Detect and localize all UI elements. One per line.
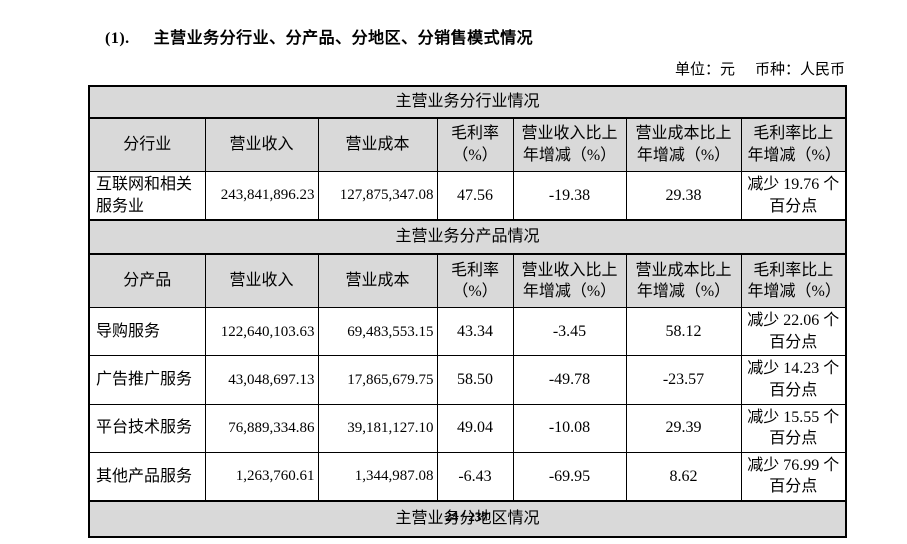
cell-cost: 17,865,679.75 xyxy=(317,355,438,405)
section-title-row-region: 主营业务分地区情况 xyxy=(88,499,847,538)
cell-margin-yoy: 减少 14.23 个百分点 xyxy=(740,355,847,405)
cell-gross-margin: 43.34 xyxy=(436,307,514,357)
cell-product-name: 其他产品服务 xyxy=(88,451,206,502)
column-header-gross-margin: 毛利率（%） xyxy=(436,253,514,309)
table-row-product-platform: 平台技术服务 76,889,334.86 39,181,127.10 49.04… xyxy=(88,403,847,453)
column-header-industry-name: 分行业 xyxy=(88,117,206,172)
unit-note: 单位：元 币种：人民币 xyxy=(88,58,845,79)
table-row-industry-internet: 互联网和相关服务业 243,841,896.23 127,875,347.08 … xyxy=(88,171,847,221)
cell-revenue: 1,263,760.61 xyxy=(204,451,319,502)
cell-revenue: 122,640,103.63 xyxy=(204,307,319,357)
section-title-row-product: 主营业务分产品情况 xyxy=(88,219,847,256)
column-header-cost-yoy: 营业成本比上年增减（%） xyxy=(625,253,742,309)
cell-product-name: 广告推广服务 xyxy=(88,355,206,405)
section-title-row-industry: 主营业务分行业情况 xyxy=(88,85,847,119)
column-header-gross-margin: 毛利率（%） xyxy=(436,117,514,172)
column-header-revenue: 营业收入 xyxy=(204,117,319,172)
cell-product-name: 平台技术服务 xyxy=(88,403,206,453)
product-header-row: 分产品 营业收入 营业成本 毛利率（%） 营业收入比上年增减（%） 营业成本比上… xyxy=(88,253,847,309)
section-title-region: 主营业务分地区情况 xyxy=(88,499,847,538)
industry-header-row: 分行业 营业收入 营业成本 毛利率（%） 营业收入比上年增减（%） 营业成本比上… xyxy=(88,117,847,172)
cell-cost: 69,483,553.15 xyxy=(317,307,438,357)
column-header-margin-yoy: 毛利率比上年增减（%） xyxy=(740,117,847,172)
cell-revenue-yoy: -69.95 xyxy=(512,451,627,502)
cell-revenue-yoy: -10.08 xyxy=(512,403,627,453)
section-title-industry: 主营业务分行业情况 xyxy=(88,85,847,119)
cell-revenue-yoy: -49.78 xyxy=(512,355,627,405)
cell-gross-margin: -6.43 xyxy=(436,451,514,502)
cell-cost: 1,344,987.08 xyxy=(317,451,438,502)
cell-cost-yoy: 58.12 xyxy=(625,307,742,357)
column-header-cost: 营业成本 xyxy=(317,117,438,172)
cell-cost-yoy: 29.38 xyxy=(625,171,742,221)
column-header-cost-yoy: 营业成本比上年增减（%） xyxy=(625,117,742,172)
cell-industry-name: 互联网和相关服务业 xyxy=(88,171,206,221)
cell-cost: 39,181,127.10 xyxy=(317,403,438,453)
cell-cost-yoy: 8.62 xyxy=(625,451,742,502)
cell-revenue-yoy: -3.45 xyxy=(512,307,627,357)
table-row-product-advertising: 广告推广服务 43,048,697.13 17,865,679.75 58.50… xyxy=(88,355,847,405)
table-row-product-other: 其他产品服务 1,263,760.61 1,344,987.08 -6.43 -… xyxy=(88,451,847,502)
column-header-product-name: 分产品 xyxy=(88,253,206,309)
main-business-table: 主营业务分行业情况 分行业 营业收入 营业成本 毛利率（%） 营业收入比上年增减… xyxy=(88,85,848,538)
cell-cost-yoy: 29.39 xyxy=(625,403,742,453)
cell-margin-yoy: 减少 76.99 个百分点 xyxy=(740,451,847,502)
section-heading: (1). 主营业务分行业、分产品、分地区、分销售模式情况 xyxy=(105,24,533,48)
cell-gross-margin: 49.04 xyxy=(436,403,514,453)
page-number: 24 / 237 xyxy=(445,509,488,524)
cell-cost-yoy: -23.57 xyxy=(625,355,742,405)
cell-revenue: 43,048,697.13 xyxy=(204,355,319,405)
section-title-product: 主营业务分产品情况 xyxy=(88,219,847,256)
cell-product-name: 导购服务 xyxy=(88,307,206,357)
currency-label: 币种：人民币 xyxy=(754,62,845,78)
cell-revenue-yoy: -19.38 xyxy=(512,171,627,221)
column-header-margin-yoy: 毛利率比上年增减（%） xyxy=(740,253,847,309)
cell-gross-margin: 58.50 xyxy=(436,355,514,405)
heading-text: 主营业务分行业、分产品、分地区、分销售模式情况 xyxy=(153,30,534,47)
cell-cost: 127,875,347.08 xyxy=(317,171,438,221)
cell-margin-yoy: 减少 15.55 个百分点 xyxy=(740,403,847,453)
column-header-revenue: 营业收入 xyxy=(204,253,319,309)
table-row-product-daogou: 导购服务 122,640,103.63 69,483,553.15 43.34 … xyxy=(88,307,847,357)
cell-revenue: 243,841,896.23 xyxy=(204,171,319,221)
cell-revenue: 76,889,334.86 xyxy=(204,403,319,453)
unit-label: 单位：元 xyxy=(674,62,735,78)
column-header-revenue-yoy: 营业收入比上年增减（%） xyxy=(512,253,627,309)
cell-gross-margin: 47.56 xyxy=(436,171,514,221)
cell-margin-yoy: 减少 19.76 个百分点 xyxy=(740,171,847,221)
heading-index: (1). xyxy=(105,30,130,47)
column-header-revenue-yoy: 营业收入比上年增减（%） xyxy=(512,117,627,172)
cell-margin-yoy: 减少 22.06 个百分点 xyxy=(740,307,847,357)
column-header-cost: 营业成本 xyxy=(317,253,438,309)
